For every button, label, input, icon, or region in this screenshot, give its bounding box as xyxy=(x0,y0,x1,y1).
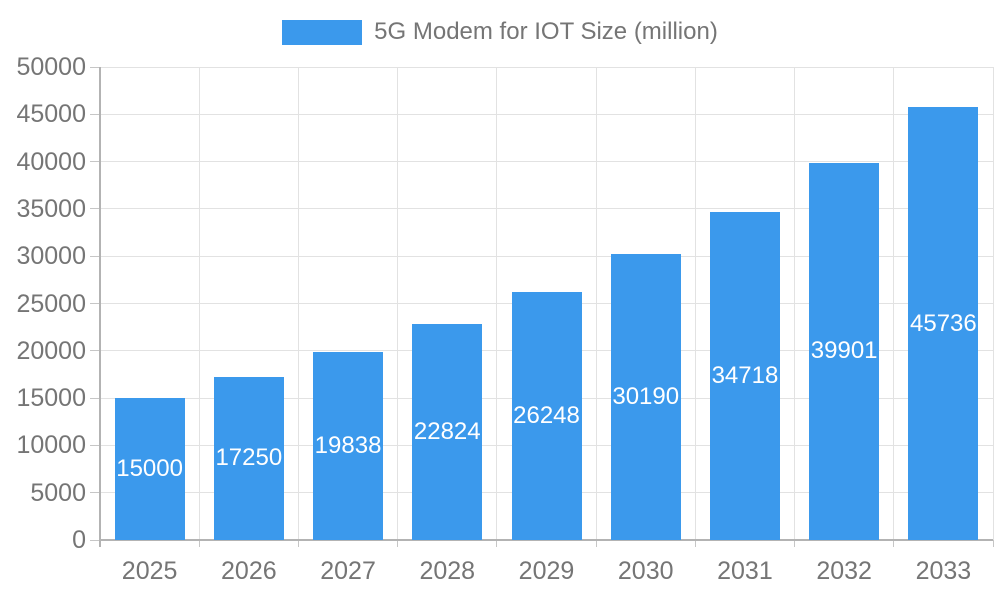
bar-2029[interactable] xyxy=(511,291,582,540)
x-axis-label: 2030 xyxy=(617,557,674,585)
bar-2030[interactable] xyxy=(610,254,681,540)
x-axis-label: 2025 xyxy=(121,557,178,585)
bar-value-label: 19838 xyxy=(314,432,382,460)
bar-2028[interactable] xyxy=(412,324,483,540)
y-tick xyxy=(90,66,100,68)
y-axis-label: 0 xyxy=(72,526,86,554)
x-axis-label: 2032 xyxy=(816,557,872,585)
bar-value-label: 30190 xyxy=(612,383,680,411)
y-tick xyxy=(90,161,100,163)
gridline-vertical xyxy=(595,67,597,540)
y-tick xyxy=(90,255,100,257)
x-tick xyxy=(397,540,399,547)
gridline-vertical xyxy=(198,67,200,540)
gridline-horizontal xyxy=(100,255,993,257)
y-axis-label: 25000 xyxy=(16,289,86,318)
y-axis-label: 10000 xyxy=(16,431,86,460)
x-axis-label: 2027 xyxy=(320,557,376,585)
bar-value-label: 45736 xyxy=(910,309,977,337)
gridline-vertical xyxy=(992,67,994,540)
x-tick xyxy=(297,540,299,547)
bar-2033[interactable] xyxy=(908,107,979,540)
y-tick xyxy=(90,444,100,446)
x-axis-line xyxy=(99,539,993,541)
gridline-horizontal xyxy=(100,66,993,68)
y-axis-line xyxy=(99,67,101,547)
gridline-vertical xyxy=(694,67,696,540)
bar-value-label: 22824 xyxy=(413,418,481,446)
gridline-horizontal xyxy=(100,208,993,210)
bar-2032[interactable] xyxy=(809,162,880,540)
x-axis-label: 2028 xyxy=(419,557,476,585)
y-tick xyxy=(90,113,100,115)
x-tick xyxy=(198,540,200,547)
x-axis-label: 2026 xyxy=(221,557,277,585)
x-axis-label: 2029 xyxy=(518,557,575,585)
bar-2025[interactable] xyxy=(114,398,185,540)
y-axis-label: 15000 xyxy=(16,384,86,413)
bar-value-label: 26248 xyxy=(513,401,580,429)
x-axis-label: 2033 xyxy=(915,557,972,585)
gridline-vertical xyxy=(794,67,796,540)
bar-2031[interactable] xyxy=(709,211,780,540)
y-axis-label: 35000 xyxy=(16,194,86,223)
gridline-vertical xyxy=(397,67,399,540)
legend-swatch xyxy=(282,19,363,45)
bar-2026[interactable] xyxy=(213,376,284,540)
bar-value-label: 39901 xyxy=(810,337,878,365)
y-tick xyxy=(90,492,100,494)
bar-value-label: 34718 xyxy=(711,361,779,389)
y-axis-label: 45000 xyxy=(16,100,86,129)
chart-legend[interactable]: 5G Modem for IOT Size (million) xyxy=(0,18,1000,47)
x-tick xyxy=(496,540,498,547)
x-tick xyxy=(992,540,994,547)
gridline-horizontal xyxy=(100,161,993,163)
y-axis-label: 40000 xyxy=(16,147,86,176)
y-axis-label: 30000 xyxy=(16,242,86,271)
gridline-horizontal xyxy=(100,113,993,115)
gridline-vertical xyxy=(297,67,299,540)
gridline-vertical xyxy=(893,67,895,540)
bar-value-label: 17250 xyxy=(215,444,283,472)
x-tick xyxy=(893,540,895,547)
x-axis-label: 2031 xyxy=(717,557,773,585)
gridline-vertical xyxy=(496,67,498,540)
bar-value-label: 15000 xyxy=(116,455,183,483)
y-axis-label: 50000 xyxy=(16,53,86,81)
y-tick xyxy=(90,539,100,541)
bar-2027[interactable] xyxy=(313,352,384,540)
y-tick xyxy=(90,350,100,352)
y-tick xyxy=(90,303,100,304)
y-axis-label: 5000 xyxy=(30,478,86,507)
y-axis-label: 20000 xyxy=(16,336,86,365)
y-tick xyxy=(90,208,100,210)
legend-label: 5G Modem for IOT Size (million) xyxy=(374,18,718,45)
x-tick xyxy=(595,540,597,547)
y-tick xyxy=(90,397,100,399)
x-tick xyxy=(794,540,796,547)
x-tick xyxy=(694,540,696,547)
